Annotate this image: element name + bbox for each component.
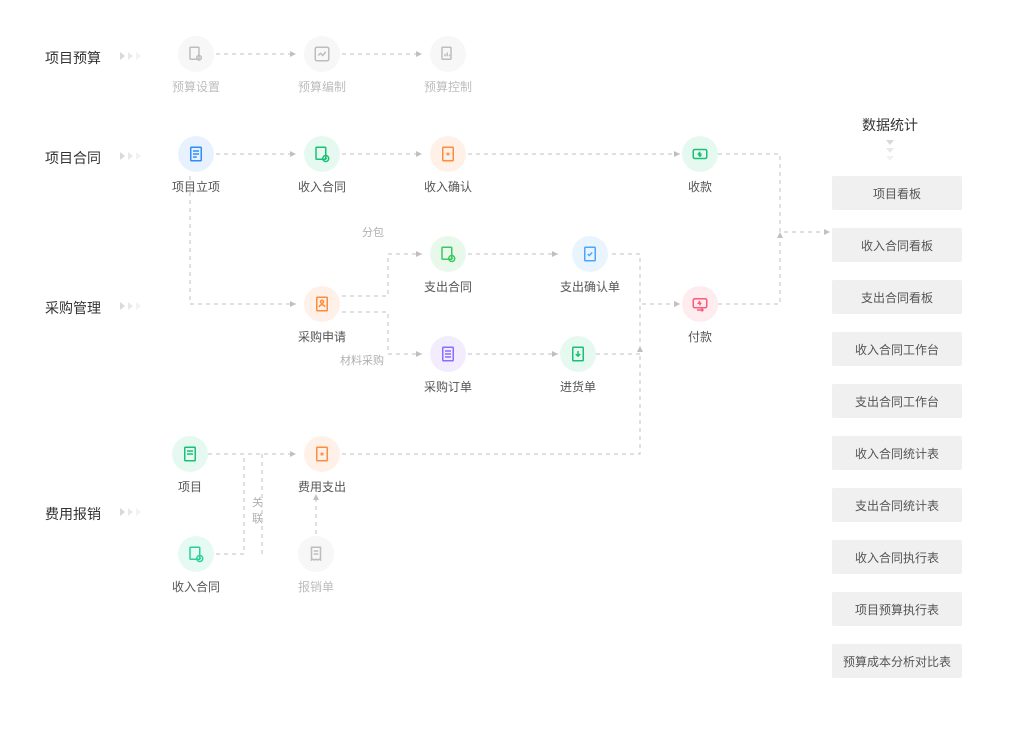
node-budget-control[interactable]: 预算控制 bbox=[424, 36, 472, 95]
node-label: 付款 bbox=[688, 328, 712, 345]
node-purchase-req[interactable]: 采购申请 bbox=[298, 286, 346, 345]
doc-star-icon bbox=[304, 436, 340, 472]
connector-receive-to-stats bbox=[718, 154, 830, 232]
node-receive[interactable]: 收款 bbox=[682, 136, 718, 195]
doc-check-icon bbox=[304, 136, 340, 172]
doc-bars-icon bbox=[430, 36, 466, 72]
node-label: 费用支出 bbox=[298, 478, 346, 495]
node-income-contract[interactable]: 收入合同 bbox=[298, 136, 346, 195]
node-label: 项目立项 bbox=[172, 178, 220, 195]
connector-payment-to-stats bbox=[718, 232, 780, 304]
node-reimburse[interactable]: 报销单 bbox=[298, 536, 334, 595]
stats-header: 数据统计 bbox=[862, 115, 918, 135]
doc-icon bbox=[178, 136, 214, 172]
node-label: 采购订单 bbox=[424, 378, 472, 395]
connector-layer bbox=[0, 0, 1013, 746]
section-label-budget: 项目预算 bbox=[45, 48, 101, 68]
connector-project-init-to-purchase-req bbox=[190, 176, 296, 304]
node-project[interactable]: 项目 bbox=[172, 436, 208, 495]
node-label: 收入确认 bbox=[424, 178, 472, 195]
doc-star-icon bbox=[430, 136, 466, 172]
node-expense-confirm[interactable]: 支出确认单 bbox=[560, 236, 620, 295]
receipt-icon bbox=[298, 536, 334, 572]
connector-purchase-req-to-expense-contract bbox=[334, 254, 422, 296]
node-income-confirm[interactable]: 收入确认 bbox=[424, 136, 472, 195]
stats-button-2[interactable]: 支出合同看板 bbox=[832, 280, 962, 314]
connector-goods-in-to-payment bbox=[596, 304, 680, 354]
section-arrow-expense bbox=[120, 508, 141, 516]
connector-purchase-req-to-purchase-order bbox=[334, 312, 422, 354]
section-label-procure: 采购管理 bbox=[45, 298, 101, 318]
annotation-material: 材料采购 bbox=[340, 352, 384, 368]
stats-button-3[interactable]: 收入合同工作台 bbox=[832, 332, 962, 366]
node-label: 支出合同 bbox=[424, 278, 472, 295]
person-doc-icon bbox=[304, 286, 340, 322]
node-label: 预算设置 bbox=[172, 78, 220, 95]
node-label: 进货单 bbox=[560, 378, 596, 395]
stats-button-0[interactable]: 项目看板 bbox=[832, 176, 962, 210]
node-expense-contract[interactable]: 支出合同 bbox=[424, 236, 472, 295]
node-label: 预算编制 bbox=[298, 78, 346, 95]
money-out-icon bbox=[682, 286, 718, 322]
doc-tick-icon bbox=[572, 236, 608, 272]
doc-arrow-icon bbox=[560, 336, 596, 372]
doc-check-icon bbox=[178, 536, 214, 572]
section-arrow-contract bbox=[120, 152, 141, 160]
stats-button-9[interactable]: 预算成本分析对比表 bbox=[832, 644, 962, 678]
section-arrow-procure bbox=[120, 302, 141, 310]
node-label: 收入合同 bbox=[298, 178, 346, 195]
section-arrow-budget bbox=[120, 52, 141, 60]
stats-button-5[interactable]: 收入合同统计表 bbox=[832, 436, 962, 470]
stats-button-1[interactable]: 收入合同看板 bbox=[832, 228, 962, 262]
doc-lines-icon bbox=[430, 336, 466, 372]
doc-gear-icon bbox=[178, 36, 214, 72]
node-budget-setup[interactable]: 预算设置 bbox=[172, 36, 220, 95]
section-label-expense: 费用报销 bbox=[45, 504, 101, 524]
stats-down-indicator bbox=[886, 140, 894, 161]
stats-button-8[interactable]: 项目预算执行表 bbox=[832, 592, 962, 626]
node-label: 预算控制 bbox=[424, 78, 472, 95]
node-label: 项目 bbox=[178, 478, 202, 495]
doc-check-icon bbox=[430, 236, 466, 272]
node-label: 收入合同 bbox=[172, 578, 220, 595]
node-expense-out[interactable]: 费用支出 bbox=[298, 436, 346, 495]
node-payment[interactable]: 付款 bbox=[682, 286, 718, 345]
node-income-contract2[interactable]: 收入合同 bbox=[172, 536, 220, 595]
node-label: 支出确认单 bbox=[560, 278, 620, 295]
section-label-contract: 项目合同 bbox=[45, 148, 101, 168]
chart-icon bbox=[304, 36, 340, 72]
node-label: 报销单 bbox=[298, 578, 334, 595]
doc-plain-icon bbox=[172, 436, 208, 472]
money-icon bbox=[682, 136, 718, 172]
stats-button-7[interactable]: 收入合同执行表 bbox=[832, 540, 962, 574]
node-project-init[interactable]: 项目立项 bbox=[172, 136, 220, 195]
node-goods-in[interactable]: 进货单 bbox=[560, 336, 596, 395]
node-label: 采购申请 bbox=[298, 328, 346, 345]
stats-button-4[interactable]: 支出合同工作台 bbox=[832, 384, 962, 418]
annotation-link: 关 联 bbox=[252, 494, 263, 526]
node-budget-compile[interactable]: 预算编制 bbox=[298, 36, 346, 95]
stats-button-6[interactable]: 支出合同统计表 bbox=[832, 488, 962, 522]
node-purchase-order[interactable]: 采购订单 bbox=[424, 336, 472, 395]
node-label: 收款 bbox=[688, 178, 712, 195]
annotation-subcontract: 分包 bbox=[362, 224, 384, 240]
